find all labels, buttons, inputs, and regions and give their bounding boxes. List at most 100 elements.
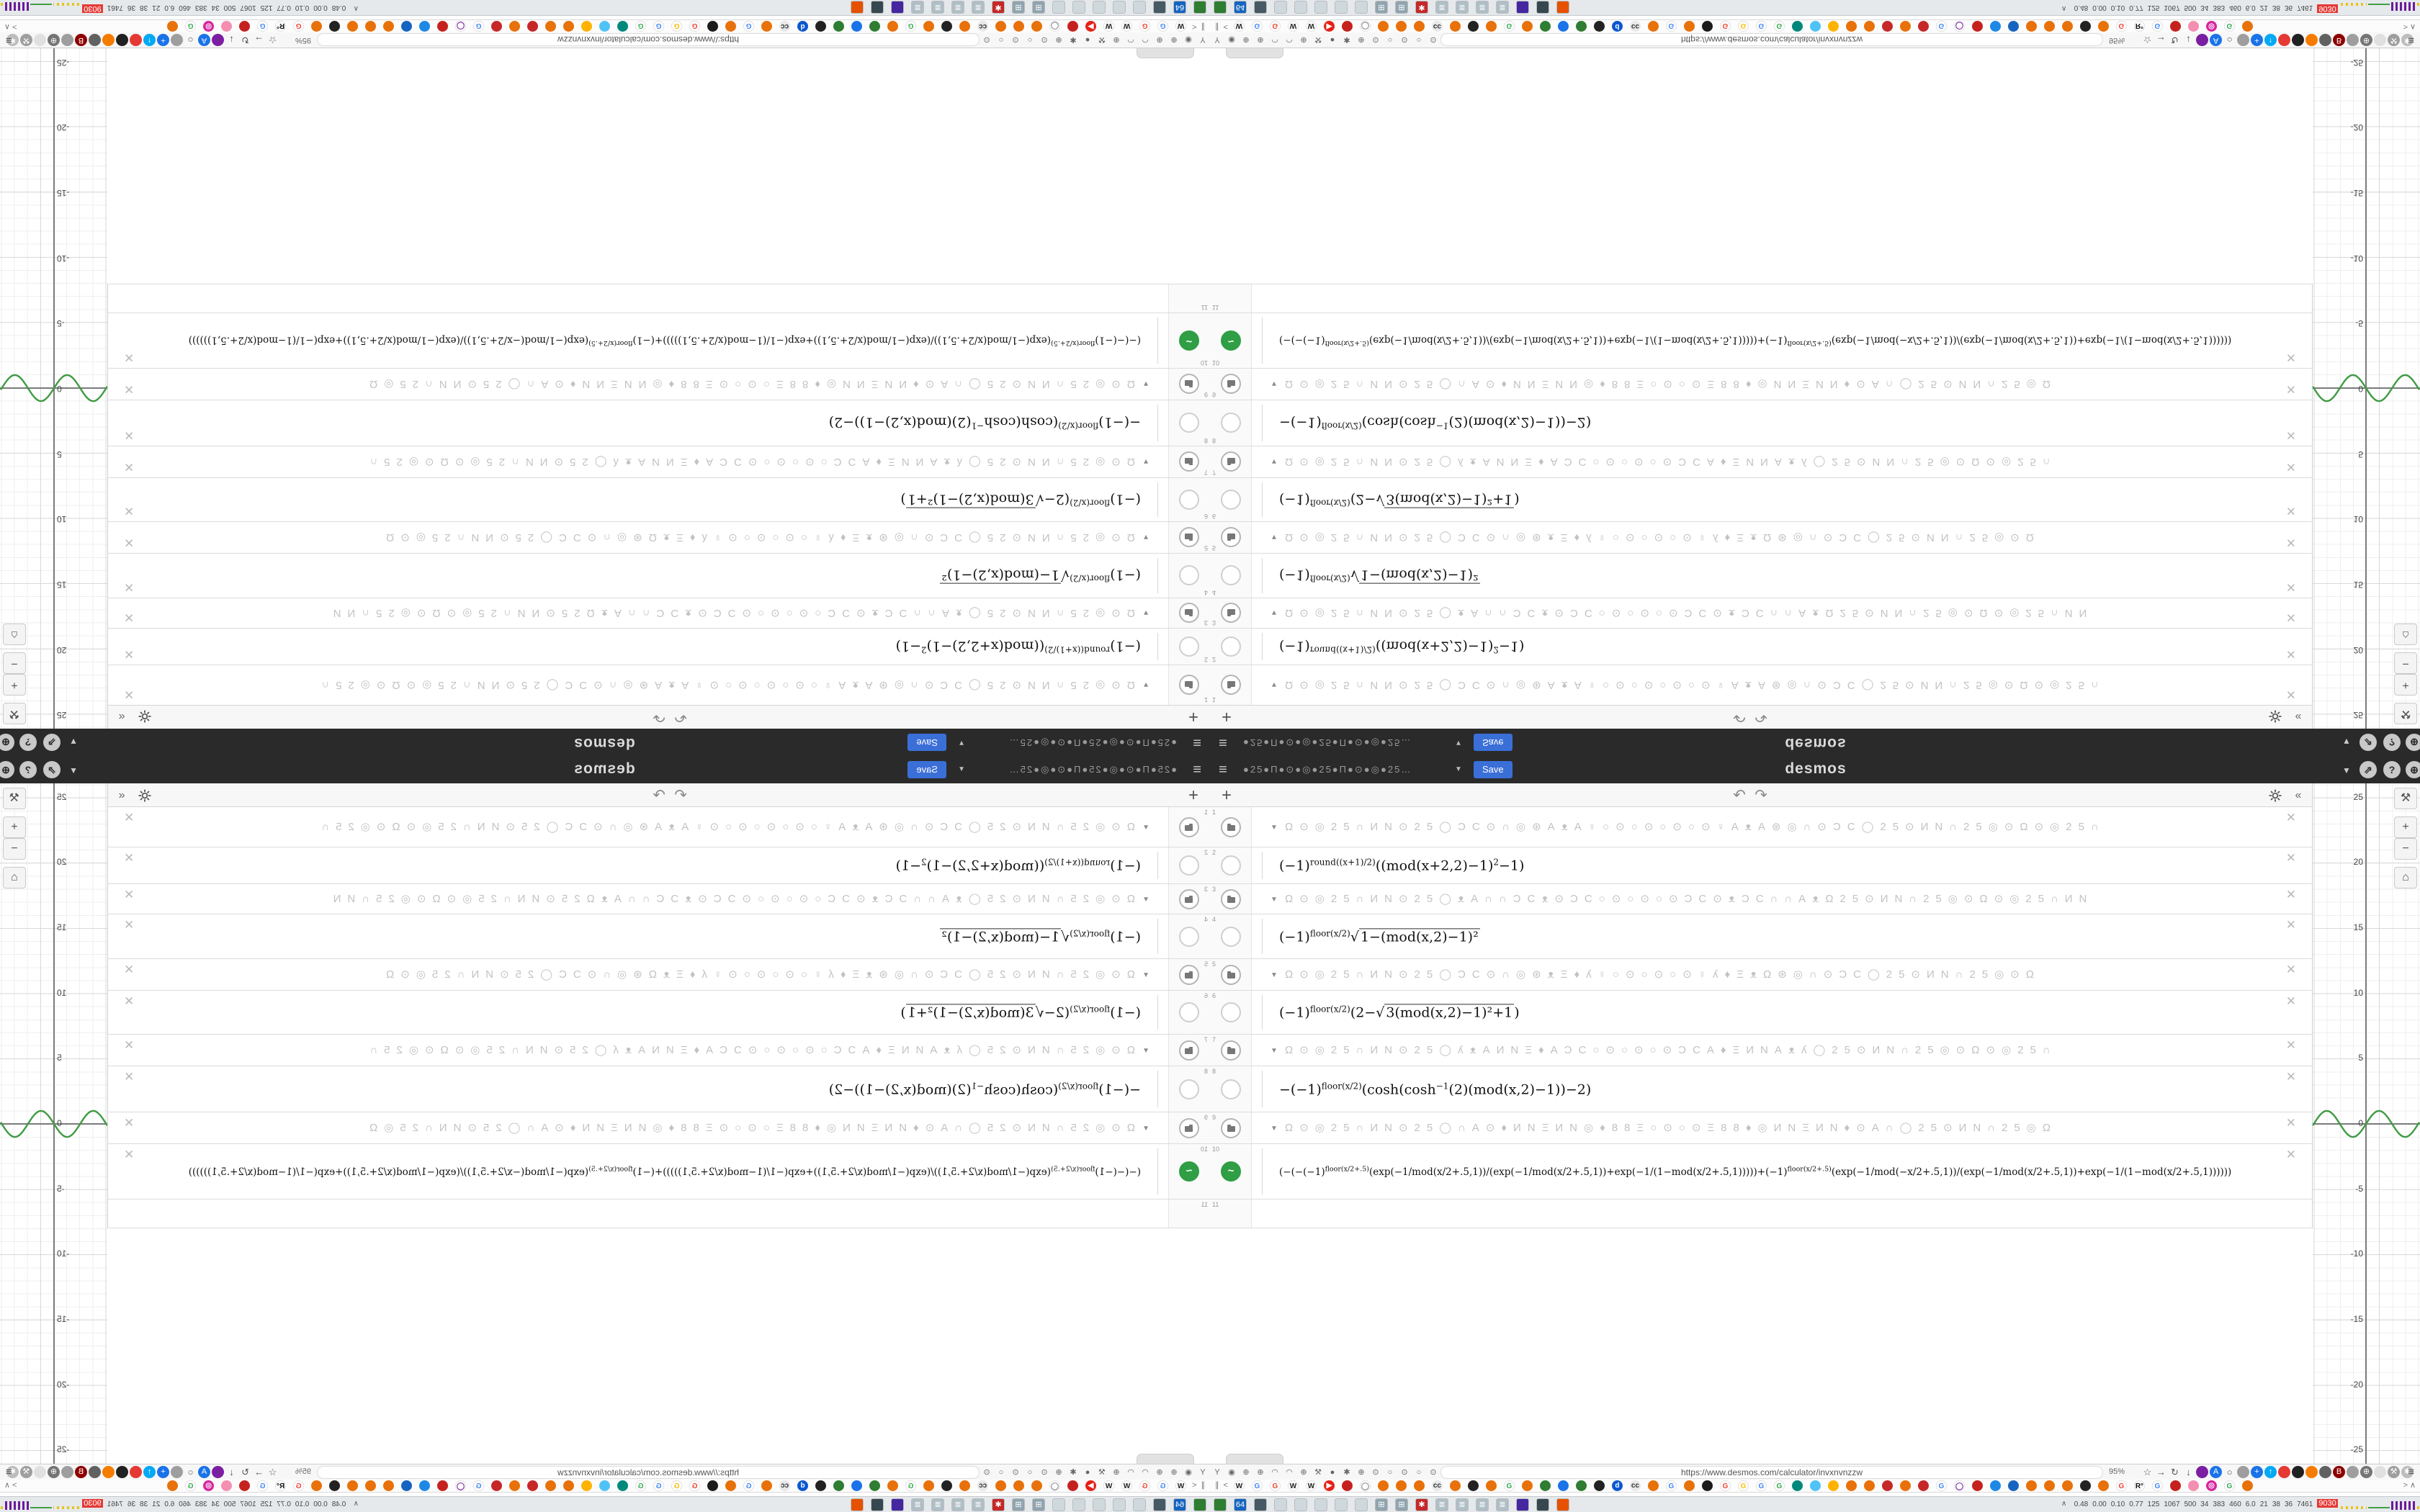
extension-icon[interactable]: ○ xyxy=(2226,1467,2233,1477)
taskbar-app-icon[interactable]: ≣ xyxy=(931,1,944,14)
taskbar-app-icon[interactable]: ✱ xyxy=(992,1,1005,14)
bookmark-favicon[interactable] xyxy=(1647,21,1659,32)
taskbar-app-icon[interactable] xyxy=(871,1,884,14)
nav-toolbar-icon[interactable]: ◠ xyxy=(1286,35,1293,44)
folder-collapse-caret[interactable]: ▼ xyxy=(1270,533,1278,541)
bookmark-favicon[interactable] xyxy=(1539,1480,1551,1491)
bookmark-favicon[interactable]: d xyxy=(1611,1480,1623,1491)
taskbar-app-icon[interactable] xyxy=(1072,1,1085,14)
bookmark-favicon[interactable]: cc xyxy=(1431,21,1443,32)
nav-toolbar-icon[interactable]: ⊙ xyxy=(1401,1468,1408,1477)
undo-button[interactable]: ↶ xyxy=(1733,708,1746,725)
extension-icon[interactable]: ↑ xyxy=(143,34,156,46)
taskbar-app-icon[interactable] xyxy=(1294,1,1307,14)
bookmark-favicon[interactable] xyxy=(1467,21,1479,32)
bookmark-favicon[interactable] xyxy=(581,1480,593,1491)
expression-row[interactable]: 8 −(−1)floor(x/2)(cosh(cosh−1(2)(mod(x,2)… xyxy=(1210,1066,2312,1112)
curve-visibility-icon[interactable]: ~ xyxy=(1221,1161,1241,1182)
taskbar-app-icon[interactable]: ≣ xyxy=(951,1498,964,1511)
taskbar-app-icon[interactable] xyxy=(851,1,864,14)
taskbar-app-icon[interactable]: ✱ xyxy=(1415,1,1428,14)
bookmark-favicon[interactable]: ▶ xyxy=(1085,21,1097,32)
folder-toggle-icon[interactable] xyxy=(1179,451,1199,472)
delete-row-button[interactable]: ✕ xyxy=(2285,994,2296,1008)
collapse-panel-button[interactable]: « xyxy=(2295,789,2302,801)
bookmark-favicon[interactable] xyxy=(2097,21,2109,32)
page-zoom-badge[interactable]: 95% xyxy=(295,36,311,45)
nav-toolbar-icon[interactable]: ◉ xyxy=(1228,1468,1235,1477)
browser-tab-stub[interactable] xyxy=(1226,48,1283,58)
nav-toolbar-icon[interactable]: ✱ xyxy=(1343,1468,1350,1477)
extension-icon[interactable] xyxy=(130,34,142,46)
bookmark-favicon[interactable] xyxy=(923,21,935,32)
taskbar-app-icon[interactable] xyxy=(1052,1,1065,14)
delete-row-button[interactable]: ✕ xyxy=(124,688,135,701)
dropdown-caret-icon[interactable]: ▼ xyxy=(2342,737,2351,747)
home-button[interactable]: ⌂ xyxy=(2394,624,2417,645)
taskbar-app-icon[interactable] xyxy=(1254,1498,1267,1511)
extension-icon[interactable] xyxy=(2196,34,2208,46)
title-caret-icon[interactable]: ▼ xyxy=(958,739,965,747)
extension-icon[interactable]: ○ xyxy=(187,1467,194,1477)
bookmark-favicon[interactable]: G xyxy=(1755,1480,1767,1491)
bookmark-favicon[interactable] xyxy=(1449,1480,1461,1491)
expression-math[interactable]: (−(−(−1)floor(x/2+.5)(exp(−1/mod(x/2+.5,… xyxy=(151,1165,1141,1178)
bookmark-favicon[interactable] xyxy=(1413,1480,1425,1491)
taskbar-app-icon[interactable] xyxy=(1113,1,1126,14)
delete-row-button[interactable]: ✕ xyxy=(124,647,135,661)
nav-toolbar-icon[interactable]: ● xyxy=(1330,35,1335,44)
delete-row-button[interactable]: ✕ xyxy=(124,1038,135,1052)
nav-toolbar-icon[interactable]: ⊙ xyxy=(983,1468,990,1477)
bookmark-favicon[interactable] xyxy=(239,1480,251,1491)
bookmark-favicon[interactable]: G xyxy=(905,1480,917,1491)
bookmark-favicon[interactable] xyxy=(2025,21,2037,32)
expression-row[interactable]: 8 −(−1)floor(x/2)(cosh(cosh−1(2)(mod(x,2)… xyxy=(108,400,1210,446)
undo-button[interactable]: ↶ xyxy=(674,708,687,725)
bookmark-favicon[interactable] xyxy=(1791,21,1803,32)
help-icon[interactable]: ? xyxy=(19,761,37,778)
extension-icon[interactable] xyxy=(102,34,115,46)
graph-title-garbled[interactable]: ●25●Π●⊙●◎●25●Π●⊙●◎●25… xyxy=(1243,764,1412,775)
taskbar-app-icon[interactable] xyxy=(851,1498,864,1511)
browser-menu-icon[interactable]: ≡ xyxy=(2408,1466,2414,1478)
extension-icon[interactable]: ↓ xyxy=(229,1467,234,1477)
delete-row-button[interactable]: ✕ xyxy=(2285,1038,2296,1052)
zoom-in-button[interactable]: + xyxy=(2394,816,2417,838)
taskbar-app-icon[interactable]: ≣ xyxy=(1476,1,1489,14)
taskbar-app-icon[interactable] xyxy=(1214,1,1227,14)
bookmark-favicon[interactable]: G xyxy=(1773,21,1785,32)
nav-toolbar-icon[interactable]: ◠ xyxy=(1271,1468,1278,1477)
taskbar-app-icon[interactable]: ⊞ xyxy=(1032,1,1045,14)
bookmark-favicon[interactable] xyxy=(2241,1480,2253,1491)
folder-collapse-caret[interactable]: ▼ xyxy=(1142,1124,1150,1133)
bookmark-favicon[interactable] xyxy=(2079,21,2091,32)
taskbar-app-icon[interactable] xyxy=(1093,1498,1106,1511)
nav-toolbar-icon[interactable]: ⊙ xyxy=(1041,35,1048,44)
extension-icon[interactable]: ↻ xyxy=(241,35,249,45)
bookmark-favicon[interactable] xyxy=(995,1480,1007,1491)
extension-icon[interactable]: ○ xyxy=(187,35,194,45)
taskbar-app-icon[interactable]: ≣ xyxy=(1456,1498,1469,1511)
expression-row[interactable]: 4 (−1)floor(x/2)√1−(mod(x,2)−1)² ✕ xyxy=(1210,553,2312,598)
taskbar-app-icon[interactable] xyxy=(1254,1,1267,14)
bookmark-favicon[interactable]: G xyxy=(743,21,755,32)
bookmark-favicon[interactable] xyxy=(761,21,773,32)
delete-row-button[interactable]: ✕ xyxy=(2285,811,2296,824)
expression-math[interactable]: (−1)floor(x/2)(2−√3(mod(x,2)−1)²+1) xyxy=(1279,1004,2269,1021)
page-zoom-badge[interactable]: 95% xyxy=(2109,36,2125,45)
bookmark-favicon[interactable] xyxy=(815,21,827,32)
help-icon[interactable]: ? xyxy=(19,734,37,751)
folder-collapse-caret[interactable]: ▼ xyxy=(1142,823,1150,832)
delete-row-button[interactable]: ✕ xyxy=(2285,1070,2296,1084)
bookmark-favicon[interactable] xyxy=(1575,21,1587,32)
bookmark-favicon[interactable] xyxy=(347,21,359,32)
nav-toolbar-icon[interactable]: ⊕ xyxy=(1257,35,1264,44)
bookmark-favicon[interactable] xyxy=(1701,21,1713,32)
title-caret-icon[interactable]: ▼ xyxy=(1455,765,1462,773)
bookmark-favicon[interactable] xyxy=(833,1480,845,1491)
bookmark-favicon[interactable]: G xyxy=(473,21,485,32)
extension-icon[interactable]: ↻ xyxy=(241,1467,249,1477)
dropdown-caret-icon[interactable]: ▼ xyxy=(69,737,78,747)
bookmark-favicon[interactable]: W xyxy=(1175,21,1187,32)
folder-toggle-icon[interactable] xyxy=(1179,1117,1199,1138)
